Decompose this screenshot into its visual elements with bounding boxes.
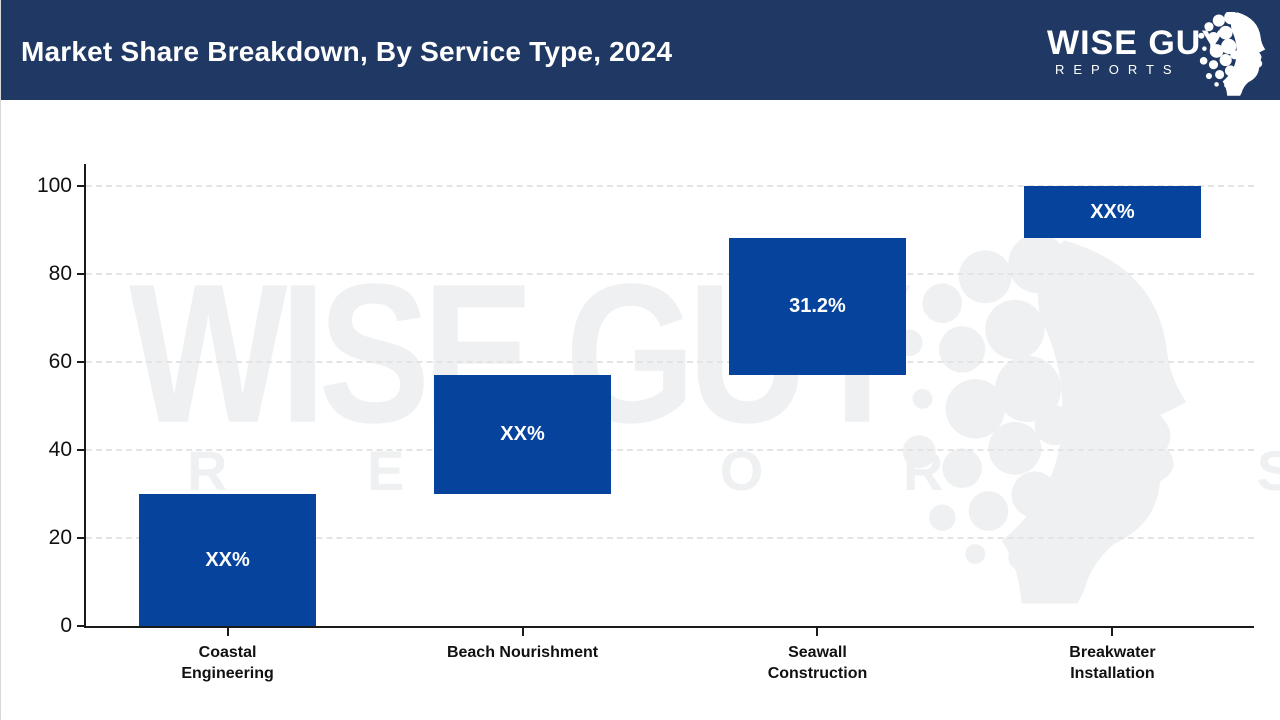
bar-segment: XX% <box>434 375 612 495</box>
x-axis-tick <box>1111 628 1114 636</box>
dotted-head-logo-icon <box>1193 12 1269 96</box>
gridline <box>86 273 1254 276</box>
y-axis-tick-label: 80 <box>48 262 72 286</box>
y-axis-line <box>84 164 86 628</box>
x-category-label: Coastal Engineering <box>181 644 274 682</box>
brand-wordmark: WISE GUY <box>1047 24 1226 62</box>
y-axis-tick <box>77 273 85 276</box>
gridline <box>86 185 1254 188</box>
chart-title: Market Share Breakdown, By Service Type,… <box>21 36 673 67</box>
y-axis-tick <box>77 537 85 540</box>
bar-value-label: XX% <box>1090 200 1135 223</box>
y-axis-tick-label: 60 <box>48 350 72 374</box>
y-axis-tick-label: 100 <box>36 174 72 198</box>
y-axis-tick <box>77 361 85 364</box>
bar-segment: 31.2% <box>728 238 906 376</box>
bar-segment: XX% <box>1023 186 1201 239</box>
waterfall-chart: WISE GUY R E P O R T S 0 20 40 60 80 100 XX% XX… <box>1 100 1280 720</box>
gridline <box>86 361 1254 364</box>
gridline <box>86 449 1254 452</box>
x-axis-tick <box>521 628 524 636</box>
x-category-label: Seawall Construction <box>767 644 868 682</box>
gridline <box>86 537 1254 540</box>
bar-segment: XX% <box>139 494 317 626</box>
brand-logo: WISE GUY REPORTS <box>1019 6 1269 96</box>
x-category-label: Breakwater Installation <box>1069 644 1156 682</box>
bar-value-label: 31.2% <box>789 295 846 318</box>
bar-value-label: XX% <box>205 548 250 571</box>
y-axis-tick-label: 20 <box>48 526 72 550</box>
x-axis-line <box>84 626 1254 628</box>
y-axis-tick-label: 0 <box>60 614 72 637</box>
header-bar: Market Share Breakdown, By Service Type,… <box>1 0 1280 100</box>
bar-value-label: XX% <box>500 423 545 446</box>
x-axis-tick <box>226 628 229 636</box>
x-axis-tick <box>816 628 819 636</box>
y-axis-tick-label: 40 <box>48 438 72 462</box>
x-category-label: Beach Nourishment <box>446 644 599 661</box>
y-axis-tick <box>77 449 85 452</box>
brand-subtitle: REPORTS <box>1055 62 1181 77</box>
y-axis-tick <box>77 185 85 188</box>
y-axis-tick <box>77 625 85 627</box>
